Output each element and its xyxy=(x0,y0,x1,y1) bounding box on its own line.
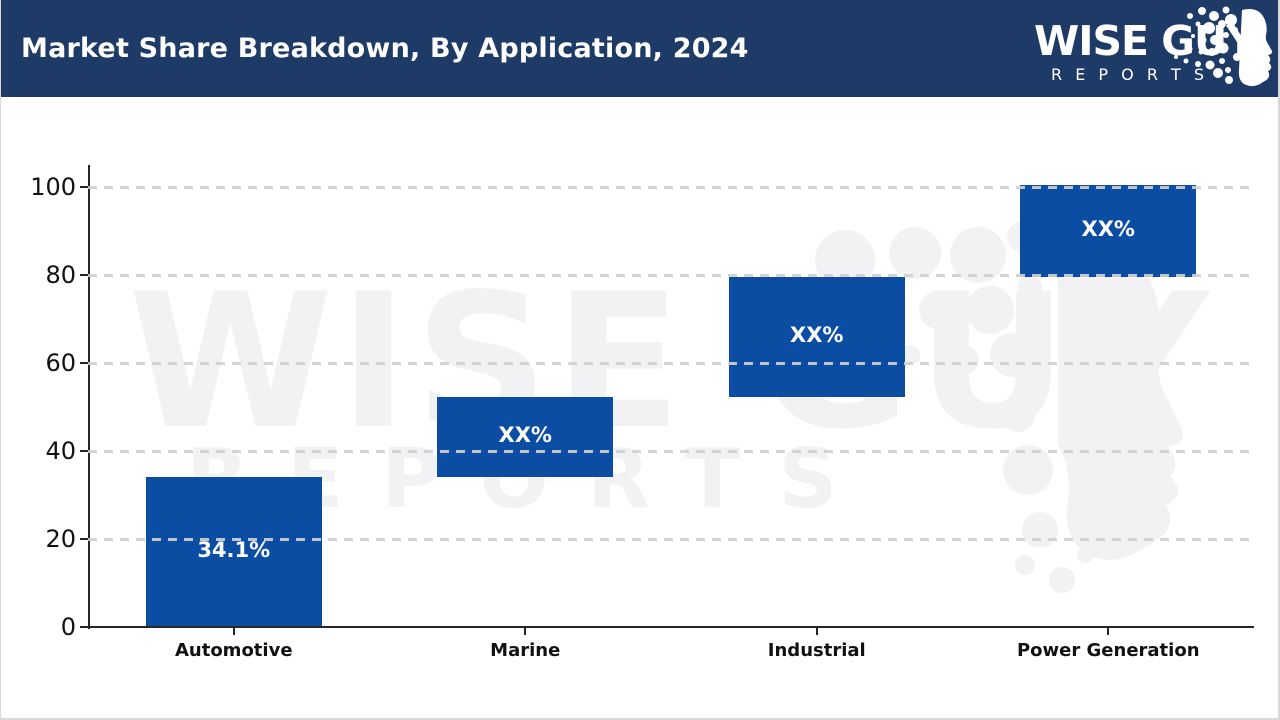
x-category-label: Power Generation xyxy=(1016,640,1200,661)
y-tick-mark xyxy=(80,450,88,452)
page-title: Market Share Breakdown, By Application, … xyxy=(21,33,749,64)
x-tick-mark xyxy=(1107,627,1110,635)
x-tick-mark xyxy=(524,627,527,635)
bar-value-label: XX% xyxy=(498,422,552,447)
x-category-label: Marine xyxy=(490,640,561,661)
bar-value-label: 34.1% xyxy=(197,537,271,562)
y-tick-label: 100 xyxy=(30,173,76,201)
y-gridline xyxy=(88,361,1254,365)
x-axis-line xyxy=(88,626,1254,628)
x-tick-mark xyxy=(232,627,235,635)
bar-segment xyxy=(1020,184,1197,278)
x-category-label: Automotive xyxy=(174,640,293,661)
bar-segment xyxy=(145,476,322,627)
y-tick-mark xyxy=(80,538,88,540)
y-tick-mark xyxy=(80,186,88,188)
bar-value-label: XX% xyxy=(790,323,844,348)
x-tick-mark xyxy=(815,627,818,635)
y-gridline xyxy=(88,537,1254,541)
y-tick-mark xyxy=(80,362,88,364)
logo-dotted-head-icon xyxy=(1174,6,1241,84)
y-gridline xyxy=(88,449,1254,453)
y-tick-mark xyxy=(80,626,88,628)
y-tick-label: 60 xyxy=(45,349,76,377)
y-tick-label: 80 xyxy=(45,261,76,289)
x-category-label: Industrial xyxy=(767,640,866,661)
bar-value-label: XX% xyxy=(1081,217,1135,241)
header-bar: Market Share Breakdown, By Application, … xyxy=(0,0,1280,97)
bar-segment xyxy=(437,396,614,477)
y-tick-mark xyxy=(80,274,88,276)
logo-face-profile-icon xyxy=(1238,9,1273,87)
y-tick-label: 40 xyxy=(45,437,76,465)
y-tick-label: 20 xyxy=(45,525,76,553)
y-axis-line xyxy=(88,165,90,629)
y-gridline xyxy=(88,185,1254,189)
logo-subtext: R E P O R T S xyxy=(1051,65,1208,84)
y-tick-label: 0 xyxy=(60,613,76,641)
wiseguy-logo: WISE GUY R E P O R T S xyxy=(1034,6,1273,87)
y-gridline xyxy=(88,273,1254,277)
bar-segment xyxy=(728,277,905,397)
